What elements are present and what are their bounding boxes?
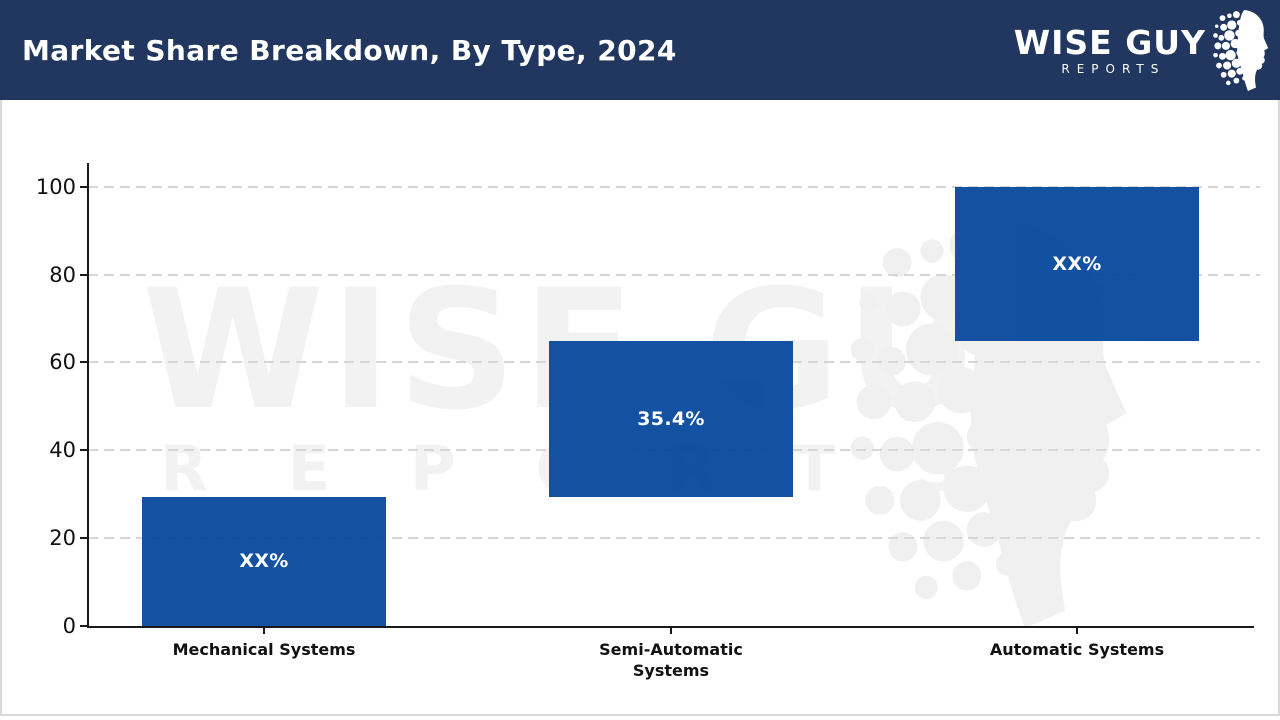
- brand-subtitle: REPORTS: [1061, 61, 1166, 76]
- x-tick-mark-3: [1076, 626, 1078, 634]
- brand-logo: WISE GUY REPORTS: [1014, 0, 1270, 100]
- header-bar: Market Share Breakdown, By Type, 2024 WI…: [0, 0, 1280, 100]
- y-tick-label-60: 60: [49, 350, 76, 375]
- y-tick-label-100: 100: [35, 174, 76, 199]
- page-title: Market Share Breakdown, By Type, 2024: [22, 33, 677, 67]
- y-tick-mark-100: [80, 185, 88, 188]
- gridline-y-100: [88, 185, 1260, 188]
- bar-mechanical-systems: XX%: [142, 496, 386, 626]
- y-tick-label-80: 80: [49, 262, 76, 287]
- y-tick-mark-60: [80, 361, 88, 364]
- gridline-y-80: [88, 273, 1260, 276]
- y-tick-label-0: 0: [62, 614, 76, 638]
- bar-semi-automatic-systems: 35.4%: [549, 341, 793, 497]
- x-category-label-automatic-systems: Automatic Systems: [989, 640, 1165, 659]
- y-tick-mark-20: [80, 537, 88, 540]
- y-tick-mark-80: [80, 273, 88, 276]
- gridline-y-20: [88, 537, 1260, 540]
- y-axis-line: [86, 163, 89, 628]
- y-tick-mark-40: [80, 449, 88, 452]
- brand-name: WISE GUY: [1013, 22, 1206, 62]
- bar-value-label: XX%: [239, 550, 289, 573]
- x-category-label-semi-automatic-systems: Semi-Automatic Systems: [599, 640, 743, 680]
- x-category-label-mechanical-systems: Mechanical Systems: [172, 640, 356, 659]
- y-tick-label-20: 20: [49, 526, 76, 551]
- x-tick-mark-2: [670, 626, 672, 634]
- bar-automatic-systems: XX%: [955, 186, 1199, 342]
- brand-logo-text: WISE GUY REPORTS: [1014, 26, 1206, 75]
- wise-guy-face-icon: [1213, 9, 1269, 91]
- y-tick-label-40: 40: [49, 438, 76, 463]
- bar-value-label: XX%: [1052, 252, 1102, 275]
- y-tick-mark-0: [80, 625, 88, 627]
- x-tick-mark-1: [263, 626, 265, 634]
- bar-value-label: 35.4%: [637, 408, 705, 431]
